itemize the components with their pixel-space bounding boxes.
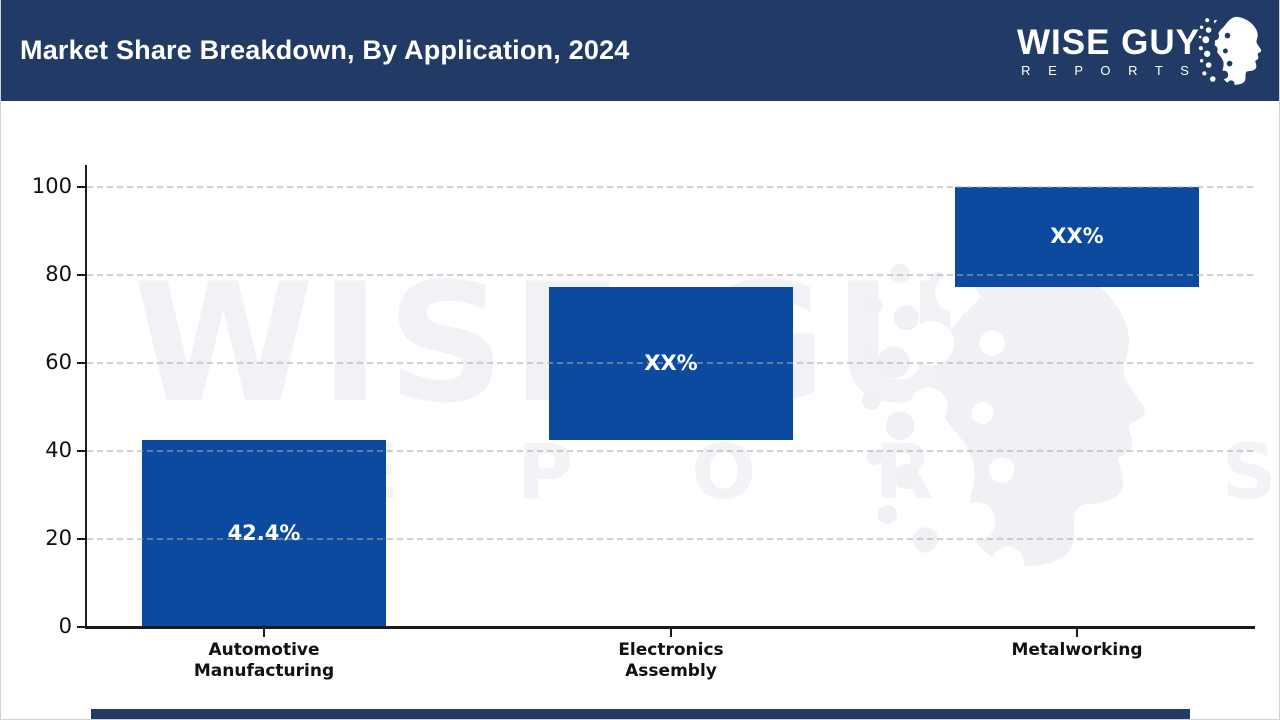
gridline-20 (87, 538, 1253, 540)
y-tick-mark-40 (77, 450, 86, 452)
bar-value-label-metalworking: XX% (1050, 224, 1104, 249)
x-tick-mark-0 (263, 629, 265, 637)
category-label-line: Metalworking (1011, 640, 1143, 660)
y-axis-tick-label: 20 (45, 526, 72, 550)
y-axis-tick-label: 80 (45, 262, 72, 286)
category-label-line: Automotive (208, 640, 320, 660)
y-tick-mark-80 (77, 274, 86, 276)
gridline-40 (87, 450, 1253, 452)
page-title: Market Share Breakdown, By Application, … (20, 35, 630, 65)
frame-border-left (0, 0, 1, 720)
y-axis (85, 165, 87, 627)
x-tick-mark-2 (1076, 629, 1078, 637)
bar-value-label-automotive-manufacturing: 42.4% (227, 520, 301, 545)
y-tick-mark-20 (77, 538, 86, 540)
category-label-line: Assembly (625, 661, 717, 681)
footer-bar (91, 709, 1190, 719)
bar-automotive-manufacturing (142, 440, 386, 627)
x-axis-category-label: Electronics Assembly (521, 640, 821, 682)
category-label-line: Manufacturing (193, 661, 335, 681)
logo-subtitle: R E P O R T S (1021, 62, 1196, 78)
x-axis-category-label: Automotive Manufacturing (114, 640, 414, 682)
y-axis-tick-label: 60 (45, 350, 72, 374)
header: Market Share Breakdown, By Application, … (0, 0, 1280, 101)
y-axis-tick-label: 40 (45, 438, 72, 462)
x-axis-category-label: Metalworking (927, 640, 1227, 661)
gridline-80 (87, 274, 1253, 276)
x-axis (85, 626, 1255, 629)
y-tick-mark-60 (77, 362, 86, 364)
y-axis-tick-label: 100 (31, 174, 72, 198)
y-axis-tick-label: 0 (58, 614, 72, 638)
y-tick-mark-100 (77, 186, 86, 188)
watermark-face-icon (862, 257, 1145, 578)
gridline-60 (87, 362, 1253, 364)
y-tick-mark-0 (77, 626, 86, 628)
gridline-100 (87, 186, 1253, 188)
x-tick-mark-1 (670, 629, 672, 637)
wiseguy-logo: WISE GUY R E P O R T S (1017, 11, 1266, 91)
bar-value-label-electronics-assembly: XX% (644, 350, 698, 375)
category-label-line: Electronics (618, 640, 724, 660)
logo-name: WISE GUY (1016, 22, 1200, 62)
wiseguy-face-icon (1198, 16, 1262, 87)
logo-text: WISE GUY R E P O R T S (1017, 25, 1200, 77)
